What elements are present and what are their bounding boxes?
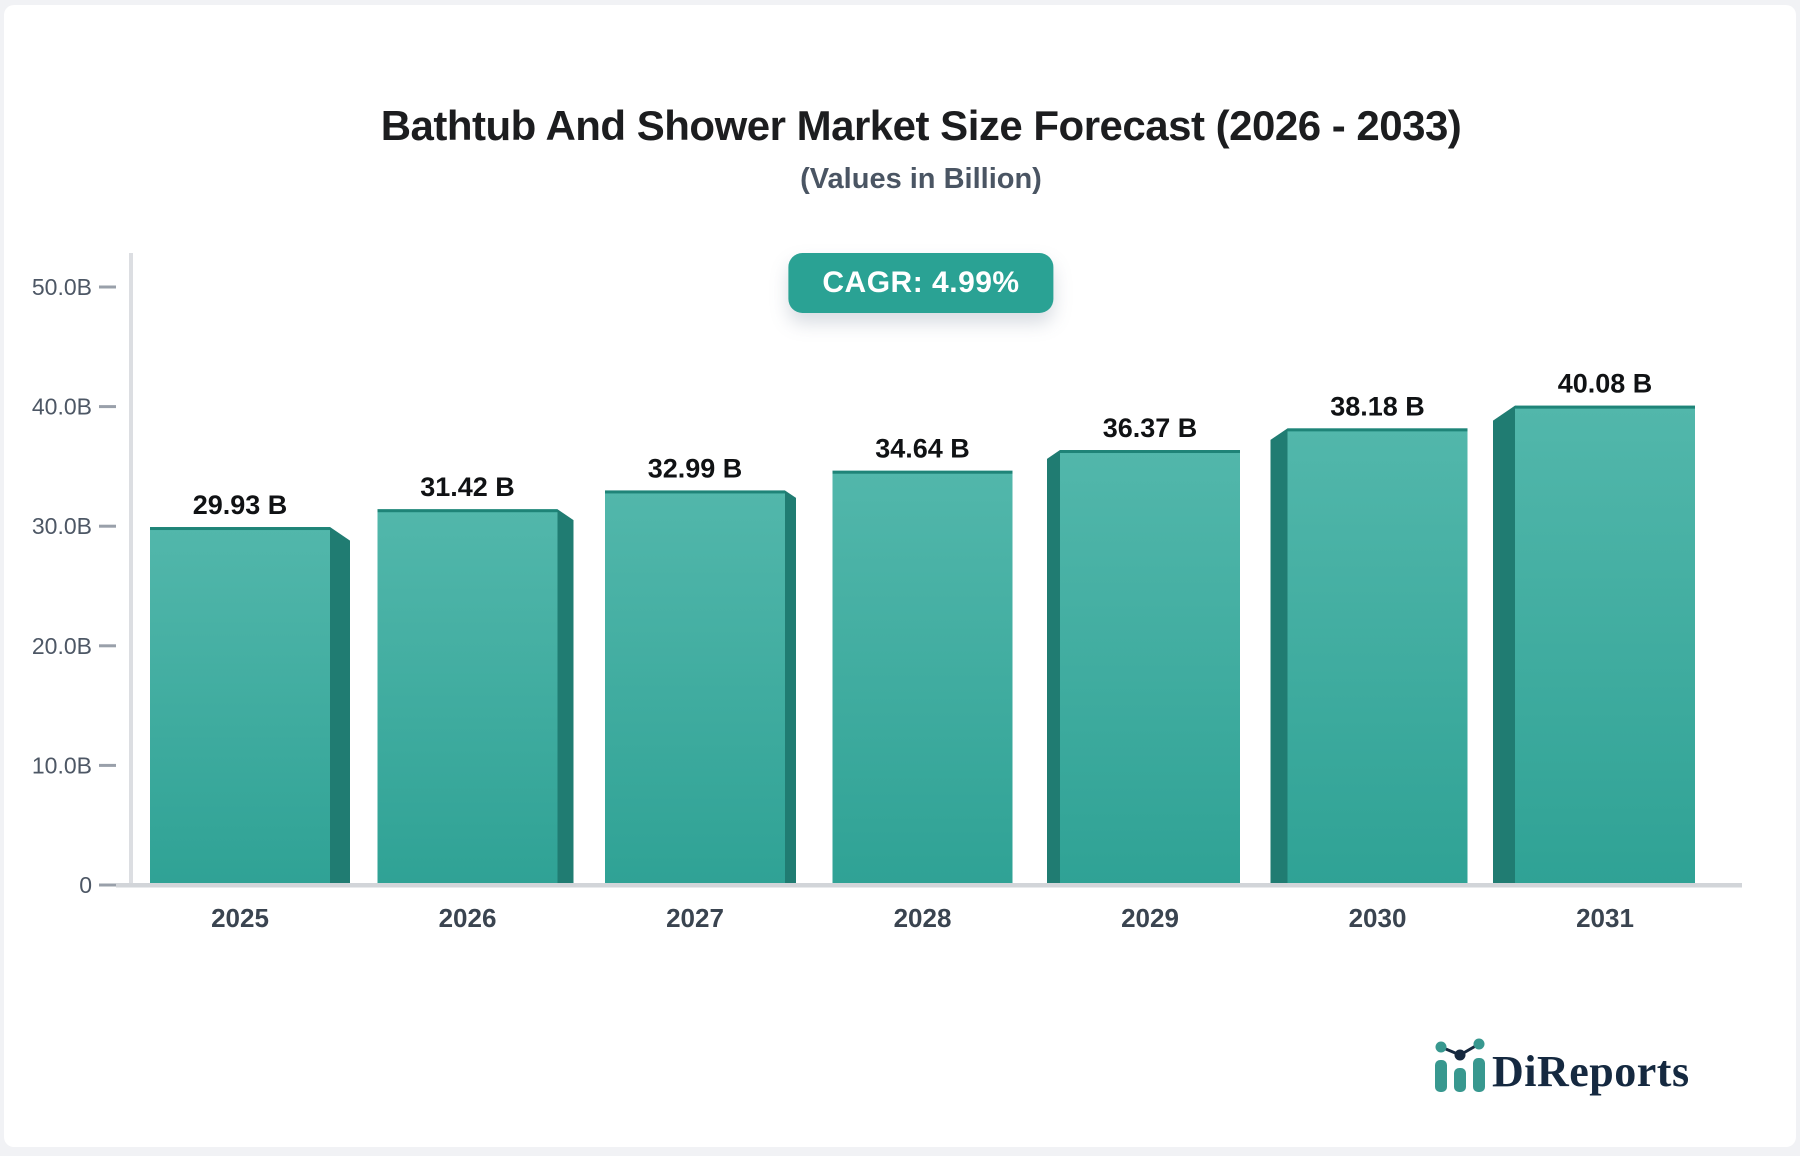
- x-axis-label: 2026: [439, 903, 497, 933]
- bar-2025: 29.93 B 2025: [150, 490, 350, 933]
- y-axis-line: [129, 253, 133, 887]
- bar-top-edge: [1515, 405, 1695, 409]
- bar-value-label: 31.42 B: [420, 472, 515, 502]
- y-axis-tick-label: 0: [79, 872, 92, 898]
- y-axis-tick: [99, 405, 116, 409]
- bar-value-label: 38.18 B: [1330, 391, 1425, 421]
- bar-2026: 31.42 B 2026: [377, 472, 574, 933]
- bar-value-label: 36.37 B: [1103, 413, 1198, 443]
- bar-top-edge: [150, 527, 330, 531]
- x-axis-label: 2029: [1121, 903, 1179, 933]
- brand-logo: DiReports: [1432, 1038, 1712, 1102]
- bar-side-face: [1493, 405, 1515, 885]
- bar-front-face: [605, 490, 785, 885]
- bar-top-edge: [832, 470, 1013, 474]
- y-axis-tick-label: 10.0B: [32, 752, 92, 778]
- x-axis-label: 2028: [894, 903, 952, 933]
- y-axis-tick: [99, 285, 116, 289]
- y-axis-tick: [99, 524, 116, 528]
- x-axis-label: 2025: [211, 903, 269, 933]
- bar-front-face: [377, 509, 558, 885]
- bar-side-face: [330, 527, 350, 885]
- bar-side-face: [557, 509, 574, 885]
- chart-subtitle: (Values in Billion): [800, 163, 1042, 195]
- bar-front-face: [1515, 405, 1695, 885]
- y-axis-tick: [99, 763, 116, 767]
- y-axis-tick: [99, 644, 116, 648]
- bar-front-face: [1060, 450, 1240, 885]
- y-axis-tick: [99, 883, 116, 887]
- bar-2029: 36.37 B 2029: [1047, 413, 1240, 933]
- bar-2030: 38.18 B 2030: [1270, 391, 1468, 933]
- y-axis-tick-label: 20.0B: [32, 633, 92, 659]
- x-axis-label: 2030: [1349, 903, 1407, 933]
- bar-value-label: 34.64 B: [875, 434, 970, 464]
- bar-value-label: 40.08 B: [1558, 369, 1653, 399]
- bar-side-face: [1047, 450, 1060, 885]
- bar-side-face: [1270, 428, 1288, 885]
- y-axis-tick-label: 50.0B: [32, 274, 92, 300]
- bar-side-face: [785, 490, 796, 885]
- bar-value-label: 32.99 B: [648, 453, 743, 483]
- bar-top-edge: [1287, 428, 1468, 432]
- bar-front-face: [150, 527, 330, 885]
- bar-value-label: 29.93 B: [193, 490, 288, 520]
- x-axis-label: 2027: [666, 903, 724, 933]
- bar-2031: 40.08 B 2031: [1493, 369, 1695, 933]
- bar-top-edge: [377, 509, 558, 513]
- bar-2027: 32.99 B 2027: [605, 453, 796, 933]
- bar-2028: 34.64 B 2028: [832, 434, 1013, 933]
- bar-front-face: [1287, 428, 1468, 885]
- x-axis-line: [116, 883, 1742, 888]
- bar-top-edge: [1060, 450, 1240, 454]
- brand-name: DiReports: [1492, 1047, 1690, 1096]
- chart-title: Bathtub And Shower Market Size Forecast …: [380, 102, 1462, 149]
- y-axis-tick-label: 30.0B: [32, 513, 92, 539]
- bar-front-face: [832, 470, 1013, 885]
- bar-top-edge: [605, 490, 785, 494]
- cagr-badge: CAGR: 4.99%: [788, 253, 1054, 313]
- y-axis-tick-label: 40.0B: [32, 394, 92, 420]
- bar-chart-logo-icon: [1435, 1038, 1485, 1092]
- x-axis-label: 2031: [1576, 903, 1634, 933]
